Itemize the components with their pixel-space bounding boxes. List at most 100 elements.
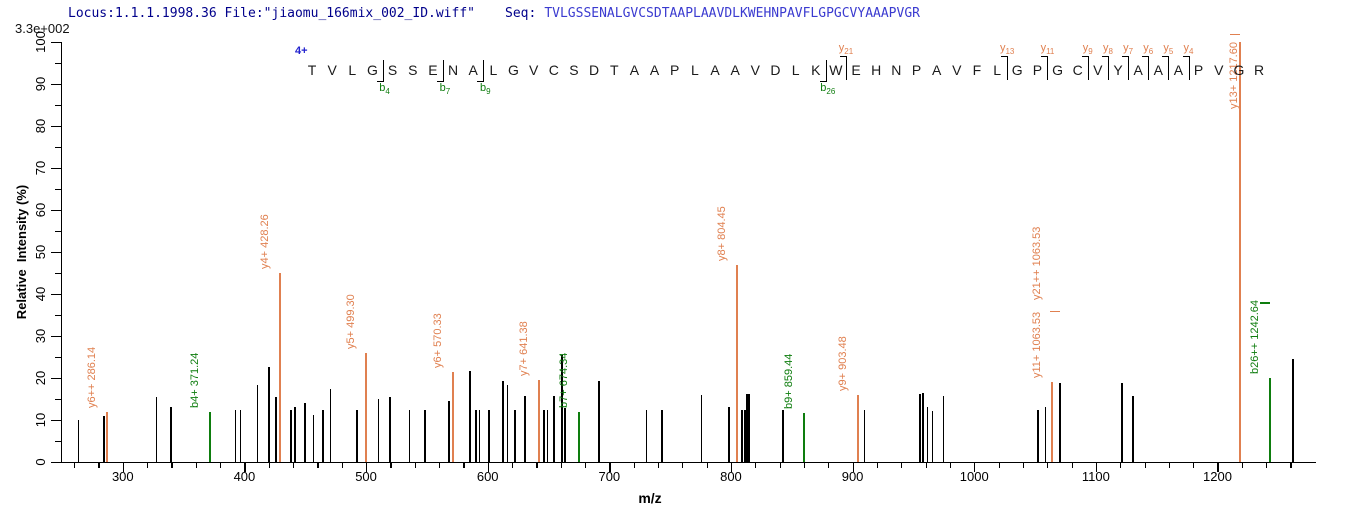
y-fragment-divider-foot <box>839 56 846 57</box>
residue: T <box>609 62 619 78</box>
residue: P <box>1193 62 1204 78</box>
residue: S <box>408 62 418 78</box>
y-fragment-label: y4 <box>1183 42 1194 57</box>
residue: D <box>770 62 781 78</box>
y-axis-tick <box>51 419 61 421</box>
residue: G <box>366 62 378 78</box>
y-axis-tick <box>51 83 61 85</box>
peak <box>1132 396 1134 462</box>
y-axis-tick-label: 50 <box>33 244 48 260</box>
peak <box>239 409 242 462</box>
x-axis-tick <box>487 463 489 472</box>
y-axis-tick <box>55 62 61 64</box>
x-axis-tick-label: 900 <box>841 469 864 484</box>
y-axis-tick <box>51 41 61 43</box>
x-axis-line <box>61 461 1316 463</box>
peak <box>506 385 509 462</box>
y-axis-tick <box>51 461 61 463</box>
peak <box>598 380 600 462</box>
x-axis-tick <box>98 463 100 468</box>
y-axis-tick-label: 30 <box>33 328 48 344</box>
peak <box>543 409 545 462</box>
y-fragment-label: y21 <box>838 42 854 57</box>
residue: V <box>1214 62 1224 78</box>
peak <box>745 394 748 462</box>
x-axis-tick <box>293 463 295 468</box>
peak <box>553 396 555 462</box>
peak <box>561 354 563 462</box>
residue: L <box>348 62 357 78</box>
b-fragment-divider <box>483 60 485 82</box>
peak <box>77 420 80 462</box>
seq-label: Seq: <box>505 6 537 21</box>
header-line: Locus:1.1.1.1998.36 File:"jiaomu_166mix_… <box>68 6 920 21</box>
x-axis-tick <box>682 463 684 468</box>
y-axis-tick <box>51 209 61 211</box>
x-axis-tick <box>1120 463 1122 468</box>
x-axis-tick <box>244 463 246 472</box>
x-axis-tick <box>560 463 562 468</box>
residue: A <box>649 62 660 78</box>
y-ion-peak-label: y6+ 570.33 <box>431 312 444 368</box>
peak <box>1037 409 1040 462</box>
x-axis-tick <box>147 463 149 468</box>
peak <box>942 396 945 462</box>
x-axis-tick <box>1168 463 1171 468</box>
peak <box>268 366 270 462</box>
y-fragment-divider <box>1188 56 1190 80</box>
x-axis-tick-label: 500 <box>355 469 377 484</box>
peak <box>502 380 504 462</box>
peak <box>931 410 934 462</box>
x-axis-tick <box>74 463 76 468</box>
x-axis-tick <box>512 463 514 468</box>
peak <box>103 415 105 462</box>
residue: C <box>548 62 559 78</box>
x-axis-tick <box>657 463 660 468</box>
y-axis-tick <box>55 230 61 232</box>
b-ion-label-tick <box>1260 302 1271 304</box>
x-axis-tick <box>1241 463 1243 468</box>
y-ion-peak <box>451 371 454 462</box>
peak <box>474 409 477 462</box>
x-axis-tick <box>901 463 903 468</box>
x-axis-tick <box>317 463 319 468</box>
y-fragment-divider <box>1107 56 1109 80</box>
residue: V <box>327 62 337 78</box>
peak <box>356 410 358 462</box>
peak <box>290 409 292 462</box>
x-axis-tick <box>609 463 611 472</box>
y-ion-peak-label: y5+ 499.30 <box>345 294 358 349</box>
peak <box>312 414 315 462</box>
y-fragment-divider <box>1148 56 1150 80</box>
y-fragment-divider <box>1128 56 1130 80</box>
peak <box>546 409 549 462</box>
y-axis-line <box>61 42 63 462</box>
residue: A <box>468 62 478 78</box>
residue: K <box>811 62 821 78</box>
sequence-text: TVLGSSENALGVCSDTAAPLAAVDLKWEHNPAVFLGPGCV… <box>544 6 920 21</box>
peak <box>1059 383 1061 462</box>
y-ion-peak-label: y21++ 1063.53 <box>1031 226 1044 301</box>
residue: A <box>931 62 942 78</box>
peak <box>234 409 237 462</box>
y-ion-peak-label: y9+ 903.48 <box>836 336 849 391</box>
x-axis-tick-label: 700 <box>598 469 621 484</box>
x-axis-tick-label: 300 <box>111 469 134 484</box>
x-axis-tick <box>779 463 781 468</box>
y-fragment-divider-foot <box>1182 56 1189 57</box>
residue: N <box>447 62 459 78</box>
y-ion-peak-label: y11+ 1063.53 <box>1031 312 1044 379</box>
y-axis-tick-label: 100 <box>33 31 48 53</box>
residue: E <box>851 62 861 78</box>
x-axis-tick-label: 1000 <box>959 469 989 484</box>
x-axis-tick <box>122 463 124 472</box>
y-axis-tick-label: 60 <box>33 202 48 218</box>
residue: A <box>1133 62 1143 78</box>
y-fragment-label: y6 <box>1143 42 1154 57</box>
residue: V <box>952 62 962 78</box>
x-axis-tick <box>585 463 587 468</box>
b-fragment-label: b9 <box>479 82 491 97</box>
y-fragment-divider-foot <box>1162 56 1169 57</box>
